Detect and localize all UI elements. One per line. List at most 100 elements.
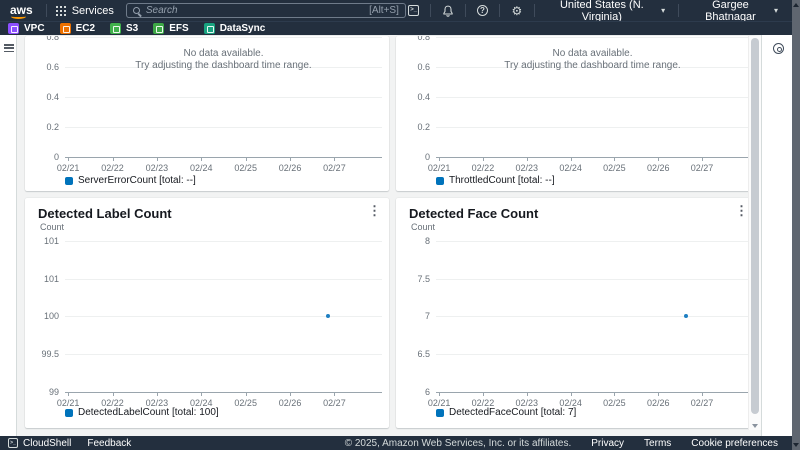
divider bbox=[45, 4, 47, 17]
terminal-icon: >_ bbox=[8, 438, 18, 448]
grid-icon bbox=[55, 5, 66, 16]
gear-icon: ⚙ bbox=[511, 3, 523, 18]
window-scrollbar[interactable] bbox=[792, 0, 800, 450]
x-tick: 02/27 bbox=[690, 163, 714, 173]
terms-link[interactable]: Terms bbox=[644, 437, 672, 449]
legend-item-detectedlabelcount[interactable]: DetectedLabelCount [total: 100] bbox=[65, 407, 219, 418]
efs-icon bbox=[153, 23, 165, 34]
ec2-icon bbox=[59, 23, 71, 34]
cookie-preferences-link[interactable]: Cookie preferences bbox=[691, 437, 778, 449]
divider bbox=[678, 4, 679, 17]
divider bbox=[464, 4, 466, 17]
x-tick: 02/24 bbox=[559, 398, 582, 408]
legend-item-throttledcount[interactable]: ThrottledCount [total: --] bbox=[436, 175, 555, 186]
data-point[interactable] bbox=[326, 314, 331, 318]
dashboard-scrollbar[interactable] bbox=[748, 36, 761, 430]
x-tick: 02/23 bbox=[145, 163, 169, 173]
datasync-icon bbox=[203, 23, 215, 34]
x-tick: 02/21 bbox=[427, 163, 451, 173]
favorite-efs[interactable]: EFS bbox=[153, 23, 189, 34]
region-selector[interactable]: United States (N. Virginia) ▾ bbox=[544, 0, 670, 23]
favorite-datasync[interactable]: DataSync bbox=[203, 23, 265, 34]
scroll-down-icon[interactable] bbox=[752, 424, 758, 428]
favorite-label: S3 bbox=[126, 23, 139, 34]
x-tick: 02/23 bbox=[145, 398, 169, 408]
x-tick: 02/26 bbox=[278, 163, 302, 173]
search-input[interactable] bbox=[145, 5, 370, 16]
copyright-text: © 2025, Amazon Web Services, Inc. or its… bbox=[344, 437, 572, 449]
hamburger-menu-icon[interactable] bbox=[4, 44, 14, 53]
chevron-down-icon: ▾ bbox=[773, 6, 778, 15]
privacy-link[interactable]: Privacy bbox=[591, 437, 625, 449]
x-tick: 02/26 bbox=[278, 398, 302, 408]
favorite-ec2[interactable]: EC2 bbox=[59, 23, 96, 34]
plot-area: 02/21 02/22 02/23 02/24 02/25 02/26 02/2… bbox=[57, 198, 382, 428]
x-tick: 02/22 bbox=[471, 163, 495, 173]
account-menu[interactable]: Gargee Bhatnagar ▾ bbox=[688, 0, 782, 23]
x-tick: 02/25 bbox=[603, 163, 626, 173]
x-tick: 02/24 bbox=[190, 398, 213, 408]
x-tick: 02/25 bbox=[234, 398, 257, 408]
x-tick: 02/26 bbox=[646, 398, 670, 408]
help-button[interactable]: ? bbox=[475, 2, 491, 20]
notifications-button[interactable] bbox=[440, 2, 456, 20]
favorite-label: EC2 bbox=[75, 23, 96, 34]
x-tick: 02/23 bbox=[515, 398, 539, 408]
legend-color-swatch bbox=[65, 408, 73, 417]
x-tick: 02/27 bbox=[690, 398, 714, 408]
no-data-message: No data available. Try adjusting the das… bbox=[504, 48, 681, 71]
data-point[interactable] bbox=[684, 314, 689, 318]
vpc-icon bbox=[8, 23, 19, 34]
legend-item-servererrorcount[interactable]: ServerErrorCount [total: --] bbox=[65, 175, 196, 186]
plot-area: 02/21 02/22 02/23 02/24 02/25 02/26 02/2… bbox=[428, 198, 749, 428]
x-tick: 02/25 bbox=[234, 163, 257, 173]
search-box[interactable]: [Alt+S] bbox=[125, 3, 406, 18]
x-tick: 02/22 bbox=[101, 163, 124, 173]
top-navigation-bar: aws Services [Alt+S] >_ ? ⚙ United State… bbox=[0, 0, 792, 23]
divider bbox=[533, 4, 535, 17]
feedback-button[interactable]: Feedback bbox=[87, 437, 132, 449]
scrollbar-thumb[interactable] bbox=[751, 38, 759, 414]
legend-color-swatch bbox=[436, 408, 444, 417]
cloudshell-footer-button[interactable]: >_ CloudShell bbox=[8, 438, 71, 449]
x-tick: 02/26 bbox=[646, 163, 670, 173]
bell-icon bbox=[443, 5, 453, 17]
divider bbox=[499, 4, 501, 17]
user-name: Gargee Bhatnagar bbox=[705, 0, 756, 23]
x-tick: 02/24 bbox=[559, 163, 582, 173]
chart-card-detected-label-count: Detected Label Count ⋮ Count 101 101 100… bbox=[25, 198, 389, 428]
search-shortcut: [Alt+S] bbox=[369, 5, 399, 16]
chart-title: Detected Face Count bbox=[409, 206, 539, 221]
x-tick: 02/24 bbox=[190, 163, 213, 173]
search-icon bbox=[132, 7, 140, 14]
scroll-up-icon[interactable] bbox=[793, 3, 799, 7]
x-tick: 02/21 bbox=[427, 398, 451, 408]
x-tick: 02/21 bbox=[56, 398, 80, 408]
services-menu-button[interactable]: Services bbox=[55, 5, 114, 17]
x-tick: 02/22 bbox=[471, 398, 495, 408]
left-navigation-rail bbox=[0, 35, 17, 436]
favorite-s3[interactable]: S3 bbox=[110, 23, 138, 34]
kebab-menu-icon[interactable]: ⋮ bbox=[735, 203, 748, 218]
question-icon: ? bbox=[477, 5, 488, 16]
divider bbox=[430, 4, 432, 17]
region-label: United States (N. Virginia) bbox=[559, 0, 644, 23]
right-side-panel bbox=[761, 35, 792, 436]
s3-icon bbox=[110, 23, 122, 34]
x-tick: 02/25 bbox=[603, 398, 626, 408]
favorite-vpc[interactable]: VPC bbox=[8, 23, 45, 34]
console-footer: >_ CloudShell Feedback © 2025, Amazon We… bbox=[0, 436, 792, 450]
scroll-down-icon[interactable] bbox=[793, 443, 799, 447]
terminal-icon: >_ bbox=[408, 5, 420, 16]
info-icon[interactable] bbox=[773, 43, 784, 54]
kebab-menu-icon[interactable]: ⋮ bbox=[368, 203, 381, 218]
aws-smile-icon bbox=[11, 14, 26, 19]
legend-item-detectedfacecount[interactable]: DetectedFaceCount [total: 7] bbox=[436, 407, 576, 418]
cloudshell-button[interactable]: >_ bbox=[406, 2, 422, 20]
aws-logo[interactable]: aws bbox=[8, 3, 37, 19]
settings-button[interactable]: ⚙ bbox=[509, 2, 525, 20]
favorites-bar: VPC EC2 S3 EFS DataSync bbox=[0, 21, 792, 35]
card-header: Detected Face Count ⋮ bbox=[396, 198, 756, 228]
chevron-down-icon: ▾ bbox=[661, 6, 666, 15]
chart-title: Detected Label Count bbox=[38, 206, 172, 221]
